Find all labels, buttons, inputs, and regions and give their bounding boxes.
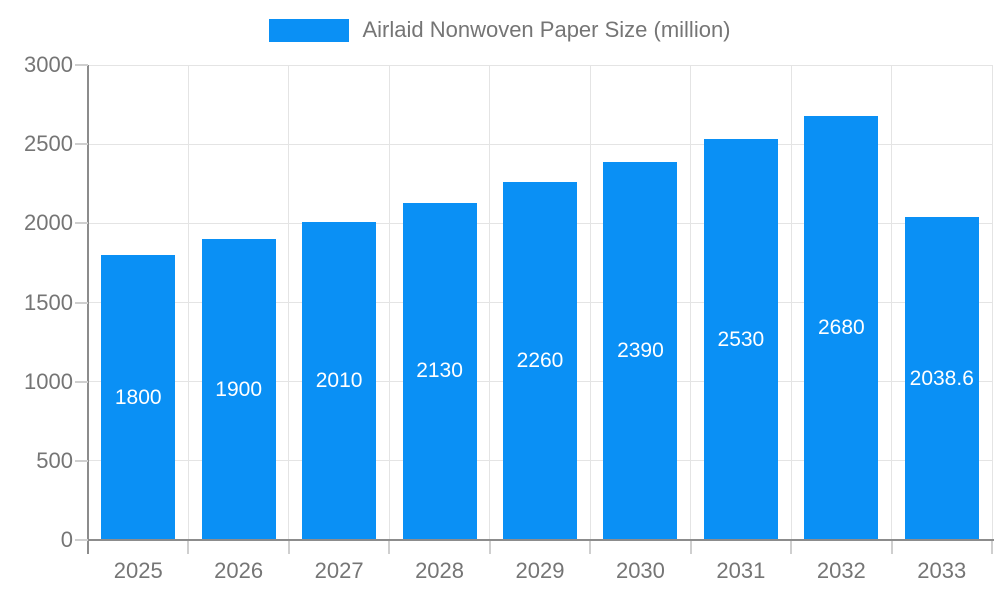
x-tick-label: 2031 bbox=[716, 558, 766, 583]
x-tick-label: 2029 bbox=[515, 558, 565, 583]
x-axis-tick bbox=[488, 541, 491, 554]
x-axis-tick bbox=[790, 541, 793, 554]
x-tick-label: 2027 bbox=[314, 558, 364, 583]
x-axis-tick bbox=[890, 541, 893, 554]
x-tick-label: 2033 bbox=[917, 558, 967, 583]
y-tick-label: 2500 bbox=[24, 131, 73, 157]
bar[interactable]: 1800 bbox=[101, 255, 176, 540]
x-tick-label: 2030 bbox=[615, 558, 665, 583]
y-tick-label: 3000 bbox=[24, 52, 73, 77]
v-gridline bbox=[187, 65, 189, 540]
bar-value-label: 2130 bbox=[416, 359, 463, 383]
y-tick-label: 500 bbox=[36, 447, 73, 473]
bar[interactable]: 1900 bbox=[201, 239, 276, 540]
y-axis-tick bbox=[75, 380, 88, 383]
bar[interactable]: 2260 bbox=[503, 182, 577, 540]
v-gridline bbox=[589, 65, 591, 540]
h-gridline bbox=[88, 143, 992, 145]
v-gridline bbox=[991, 65, 993, 540]
legend[interactable]: Airlaid Nonwoven Paper Size (million) bbox=[0, 17, 1000, 43]
bar-value-label: 2260 bbox=[516, 349, 564, 373]
bar-value-label: 1900 bbox=[215, 377, 263, 401]
y-axis-tick bbox=[75, 64, 88, 66]
legend-label: Airlaid Nonwoven Paper Size (million) bbox=[362, 17, 731, 42]
y-tick-label: 0 bbox=[60, 527, 73, 552]
y-tick-label: 1000 bbox=[24, 368, 73, 394]
bar[interactable]: 2010 bbox=[302, 221, 377, 540]
bar[interactable]: 2680 bbox=[804, 115, 879, 540]
v-gridline bbox=[288, 65, 290, 540]
y-axis-tick bbox=[75, 222, 88, 225]
bar-value-label: 2038.6 bbox=[909, 366, 974, 390]
x-axis-tick bbox=[589, 541, 592, 554]
bar-value-label: 2010 bbox=[315, 368, 363, 392]
bar[interactable]: 2130 bbox=[402, 202, 477, 540]
bar-value-label: 2530 bbox=[717, 327, 765, 351]
v-gridline bbox=[489, 65, 491, 540]
bar-value-label: 2680 bbox=[817, 315, 865, 339]
x-axis-tick bbox=[187, 541, 190, 554]
y-axis-line bbox=[87, 65, 89, 542]
v-gridline bbox=[388, 65, 390, 540]
v-gridline bbox=[790, 65, 792, 540]
x-tick-label: 2026 bbox=[214, 558, 264, 583]
x-tick-label: 2032 bbox=[816, 558, 866, 583]
y-axis-tick bbox=[75, 301, 88, 304]
x-axis-line bbox=[87, 539, 994, 541]
plot-area: 1800 1900 2010 2130 2260 2390 2530 2680 2038.6 bbox=[88, 64, 993, 541]
x-axis-tick bbox=[87, 541, 89, 554]
legend-swatch bbox=[269, 18, 350, 42]
x-tick-label: 2025 bbox=[113, 558, 163, 583]
v-gridline bbox=[891, 65, 893, 540]
y-axis-tick bbox=[75, 143, 88, 146]
v-gridline bbox=[690, 65, 692, 540]
bar[interactable]: 2038.6 bbox=[904, 217, 979, 540]
y-tick-label: 2000 bbox=[24, 210, 73, 236]
x-axis-tick bbox=[689, 541, 692, 554]
bar-value-label: 1800 bbox=[114, 385, 162, 409]
y-tick-label: 1500 bbox=[24, 289, 73, 315]
bar[interactable]: 2390 bbox=[603, 161, 678, 540]
x-tick-label: 2028 bbox=[415, 558, 465, 583]
bar-value-label: 2390 bbox=[617, 338, 664, 362]
h-gridline bbox=[88, 64, 992, 66]
y-axis-tick bbox=[75, 459, 88, 462]
x-axis-tick bbox=[991, 541, 993, 554]
bar[interactable]: 2530 bbox=[703, 139, 778, 540]
x-axis-tick bbox=[388, 541, 391, 554]
y-axis-tick bbox=[75, 539, 88, 541]
x-axis-tick bbox=[287, 541, 290, 554]
